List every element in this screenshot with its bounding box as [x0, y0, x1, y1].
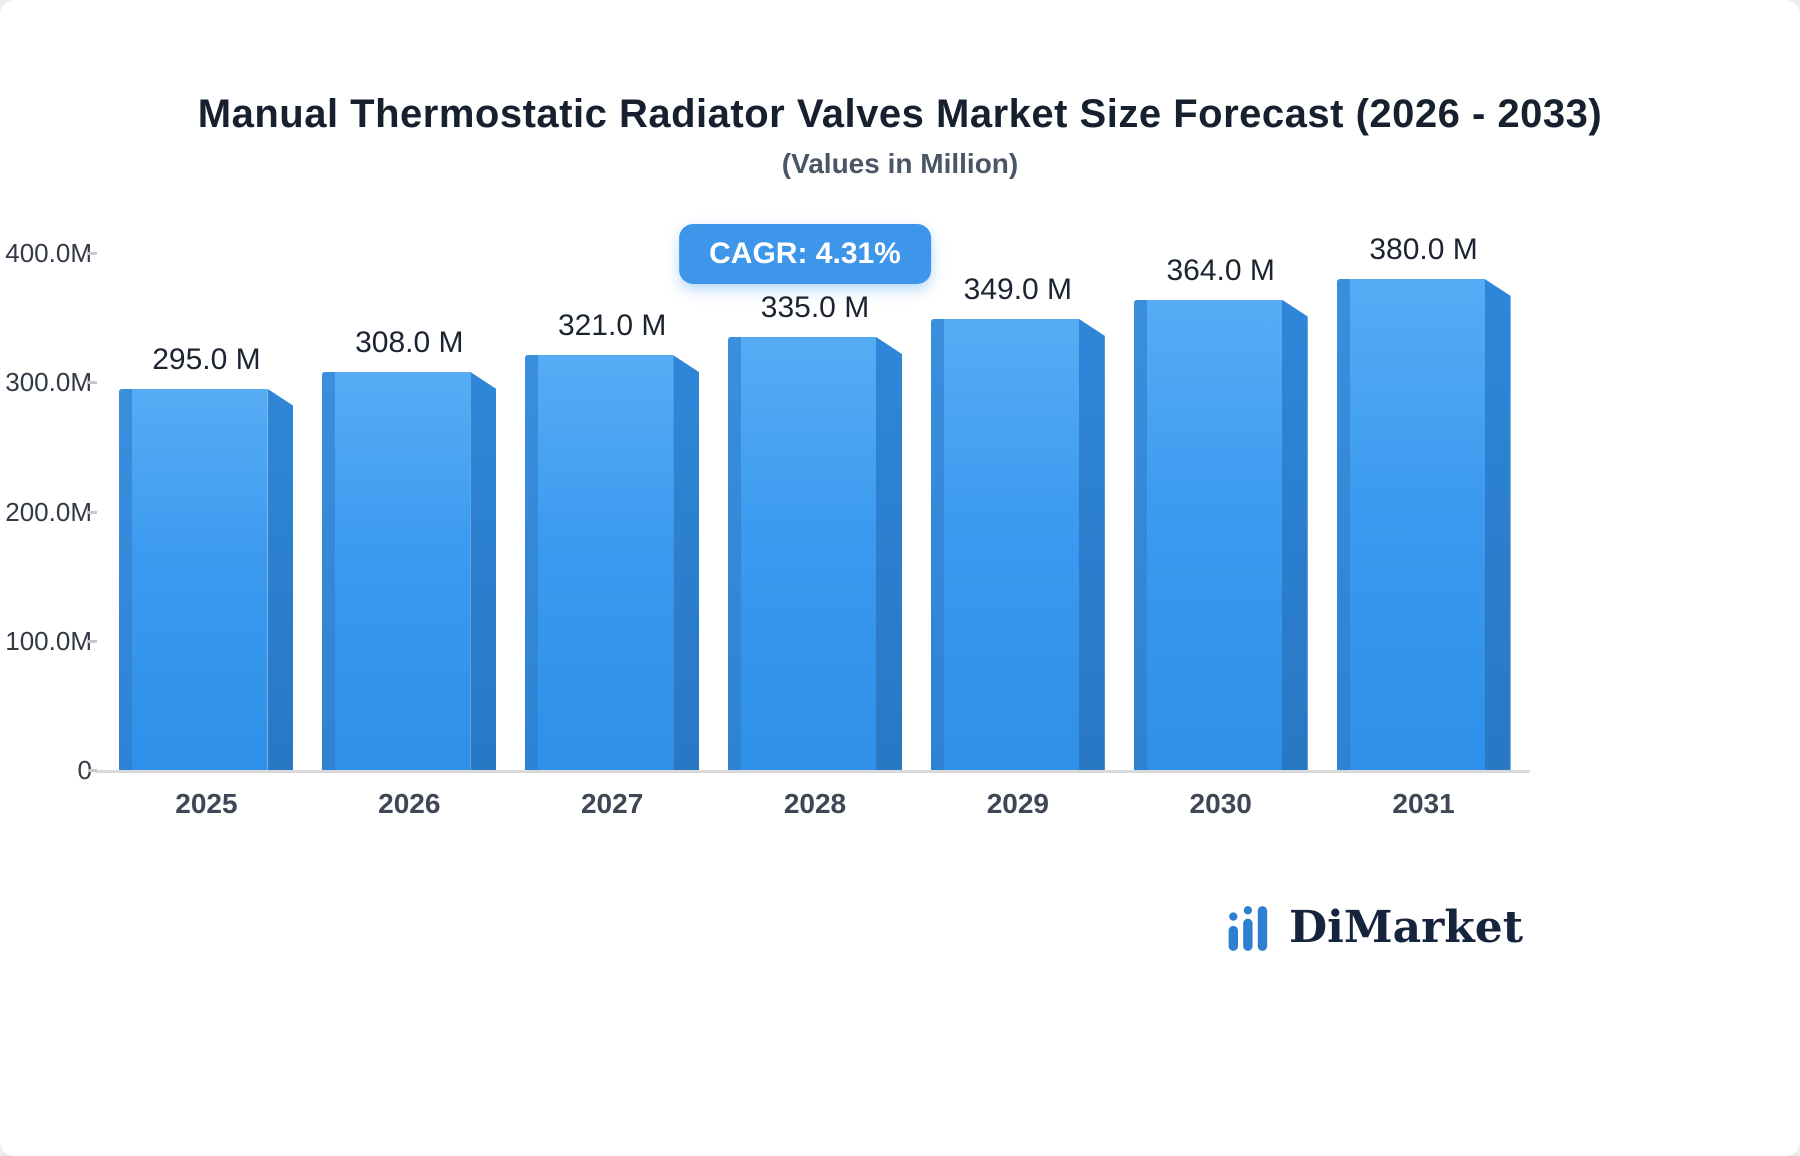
bar-front-face	[930, 318, 1079, 770]
y-axis-tick-label: 0	[77, 755, 92, 785]
x-axis-category-label: 2028	[783, 788, 847, 819]
x-axis-category-label: 2025	[175, 788, 238, 819]
bar-front-face	[1336, 278, 1485, 770]
bar-left-shade	[1133, 299, 1147, 770]
bar	[322, 371, 497, 770]
bar-front-face	[525, 355, 674, 770]
y-axis-tick-label: 200.0M	[5, 496, 92, 527]
x-axis-category-label: 2029	[986, 788, 1049, 819]
bar-chart-logo-icon	[1226, 903, 1276, 953]
bar-side-face	[1281, 299, 1308, 770]
bar-value-label: 335.0 M	[760, 291, 870, 324]
bar	[1336, 278, 1511, 770]
x-axis-category-label: 2031	[1392, 788, 1455, 819]
bar-left-shade	[1336, 278, 1350, 770]
y-axis-tick-mark	[88, 639, 97, 643]
bar-value-label: 349.0 M	[963, 272, 1073, 306]
x-axis-category-label: 2027	[580, 788, 644, 819]
bar	[1133, 299, 1308, 770]
chart-subtitle: (Values in Million)	[781, 148, 1019, 179]
bar-front-face	[322, 371, 471, 770]
bar-value-label: 380.0 M	[1369, 232, 1478, 266]
bar-side-face	[1078, 318, 1105, 770]
bar-value-label: 295.0 M	[152, 342, 261, 376]
y-axis-tick-mark	[88, 510, 97, 514]
bar-side-face	[1484, 278, 1511, 770]
bar-side-face	[470, 371, 497, 770]
bar-value-label: 364.0 M	[1166, 253, 1275, 287]
y-axis-tick-mark	[88, 769, 97, 772]
y-axis-tick-label: 400.0M	[5, 238, 92, 268]
bar-front-face	[728, 337, 876, 770]
cagr-badge: CAGR: 4.31%	[679, 224, 931, 284]
bar-front-face	[1133, 299, 1282, 770]
x-axis-category-label: 2030	[1189, 788, 1252, 819]
bar	[525, 355, 700, 770]
x-axis-line	[95, 770, 1530, 773]
x-axis-category-label: 2026	[378, 788, 441, 819]
bar-value-label: 308.0 M	[355, 325, 464, 359]
bar	[930, 318, 1105, 770]
bar-side-face	[267, 388, 294, 770]
bar-left-shade	[119, 388, 133, 770]
brand-name: DiMarket	[1289, 902, 1524, 953]
bar-left-shade	[930, 318, 944, 770]
bar-front-face	[119, 388, 268, 770]
bar-left-shade	[525, 355, 539, 770]
y-axis-tick-mark	[88, 381, 97, 385]
bar-left-shade	[728, 337, 741, 770]
bar-side-face	[876, 337, 902, 770]
bar	[728, 337, 902, 770]
y-axis-tick-label: 300.0M	[5, 367, 92, 398]
bar-value-label: 321.0 M	[557, 309, 667, 343]
y-axis-tick-label: 100.0M	[5, 625, 92, 656]
brand-logo: DiMarket	[1226, 903, 1523, 953]
bar-left-shade	[322, 371, 336, 770]
bar	[119, 388, 294, 770]
bar-side-face	[673, 355, 700, 770]
chart-title: Manual Thermostatic Radiator Valves Mark…	[197, 92, 1603, 136]
y-axis-tick-mark	[88, 252, 97, 255]
